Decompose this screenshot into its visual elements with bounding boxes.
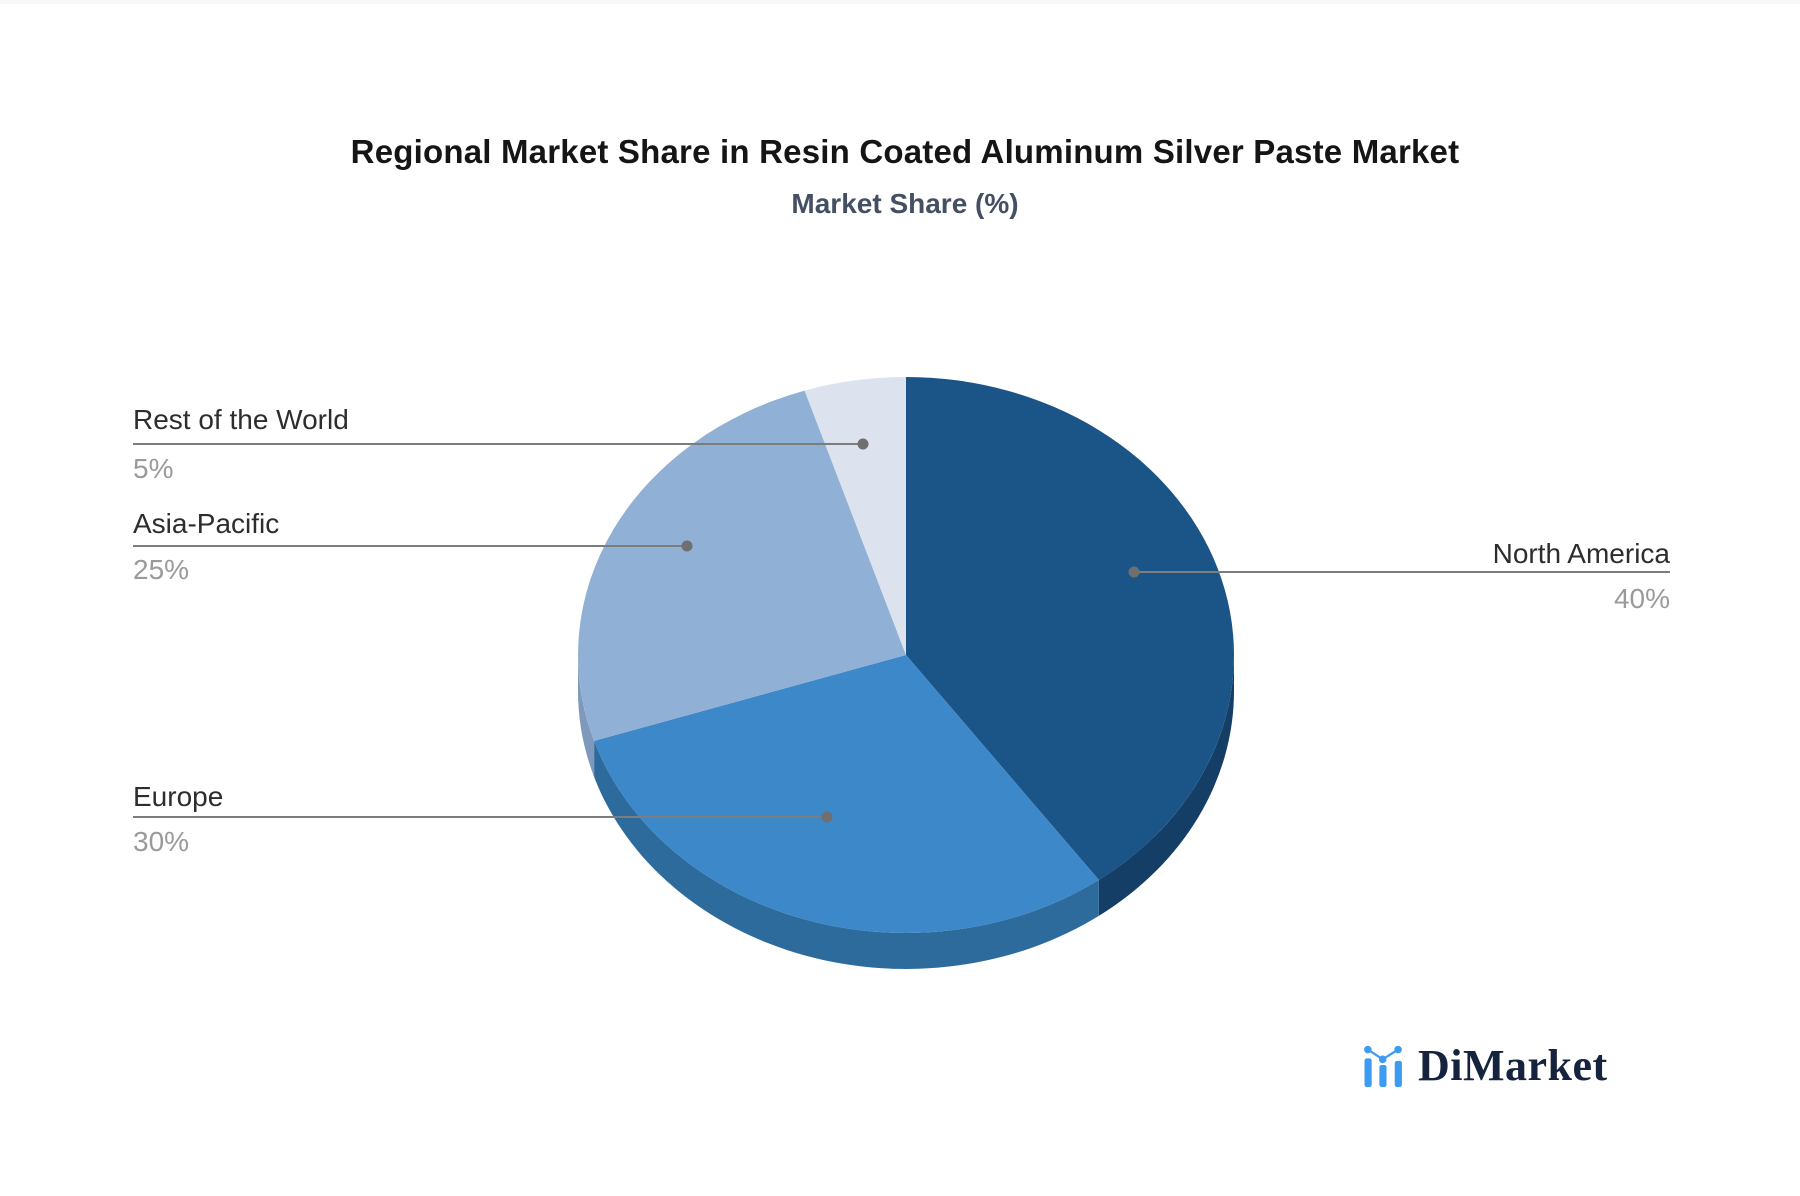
callout-label-europe: Europe [133,781,224,812]
dimarket-logo-text: DiMarket [1418,1041,1608,1090]
chart-title: Regional Market Share in Resin Coated Al… [350,133,1460,170]
page-top-strip [0,0,1800,4]
leader-dot-europe [821,811,833,823]
callout-value-europe: 30% [133,826,190,857]
pie-side-europe [594,740,1099,969]
leader-dot-asia-pacific [681,540,693,552]
pie-slice-asia-pacific [578,390,906,741]
callout-value-rest-of-the-world: 5% [133,453,174,484]
callout-label-north-america: North America [1492,538,1670,569]
pie-slice-rest-of-the-world [804,377,906,655]
leader-dot-north-america [1128,566,1140,578]
pie-slice-europe [594,655,1099,933]
callout-value-asia-pacific: 25% [133,554,190,585]
callout-label-asia-pacific: Asia-Pacific [133,508,280,539]
leader-dot-rest-of-the-world [857,438,869,450]
leader-dots [681,438,1140,823]
bar-line-chart-icon [1364,1045,1402,1087]
pie-side-asia-pacific [578,655,595,777]
leader-lines [133,443,1670,818]
callout-value-north-america: 40% [1613,583,1670,614]
callout-label-rest-of-the-world: Rest of the World [133,404,349,435]
chart-subtitle: Market Share (%) [791,188,1019,219]
dimarket-logo: DiMarket [1364,1040,1608,1091]
pie-side-north-america [1098,655,1234,916]
pie-slice-north-america [906,377,1234,880]
pie-3d [578,377,1234,969]
